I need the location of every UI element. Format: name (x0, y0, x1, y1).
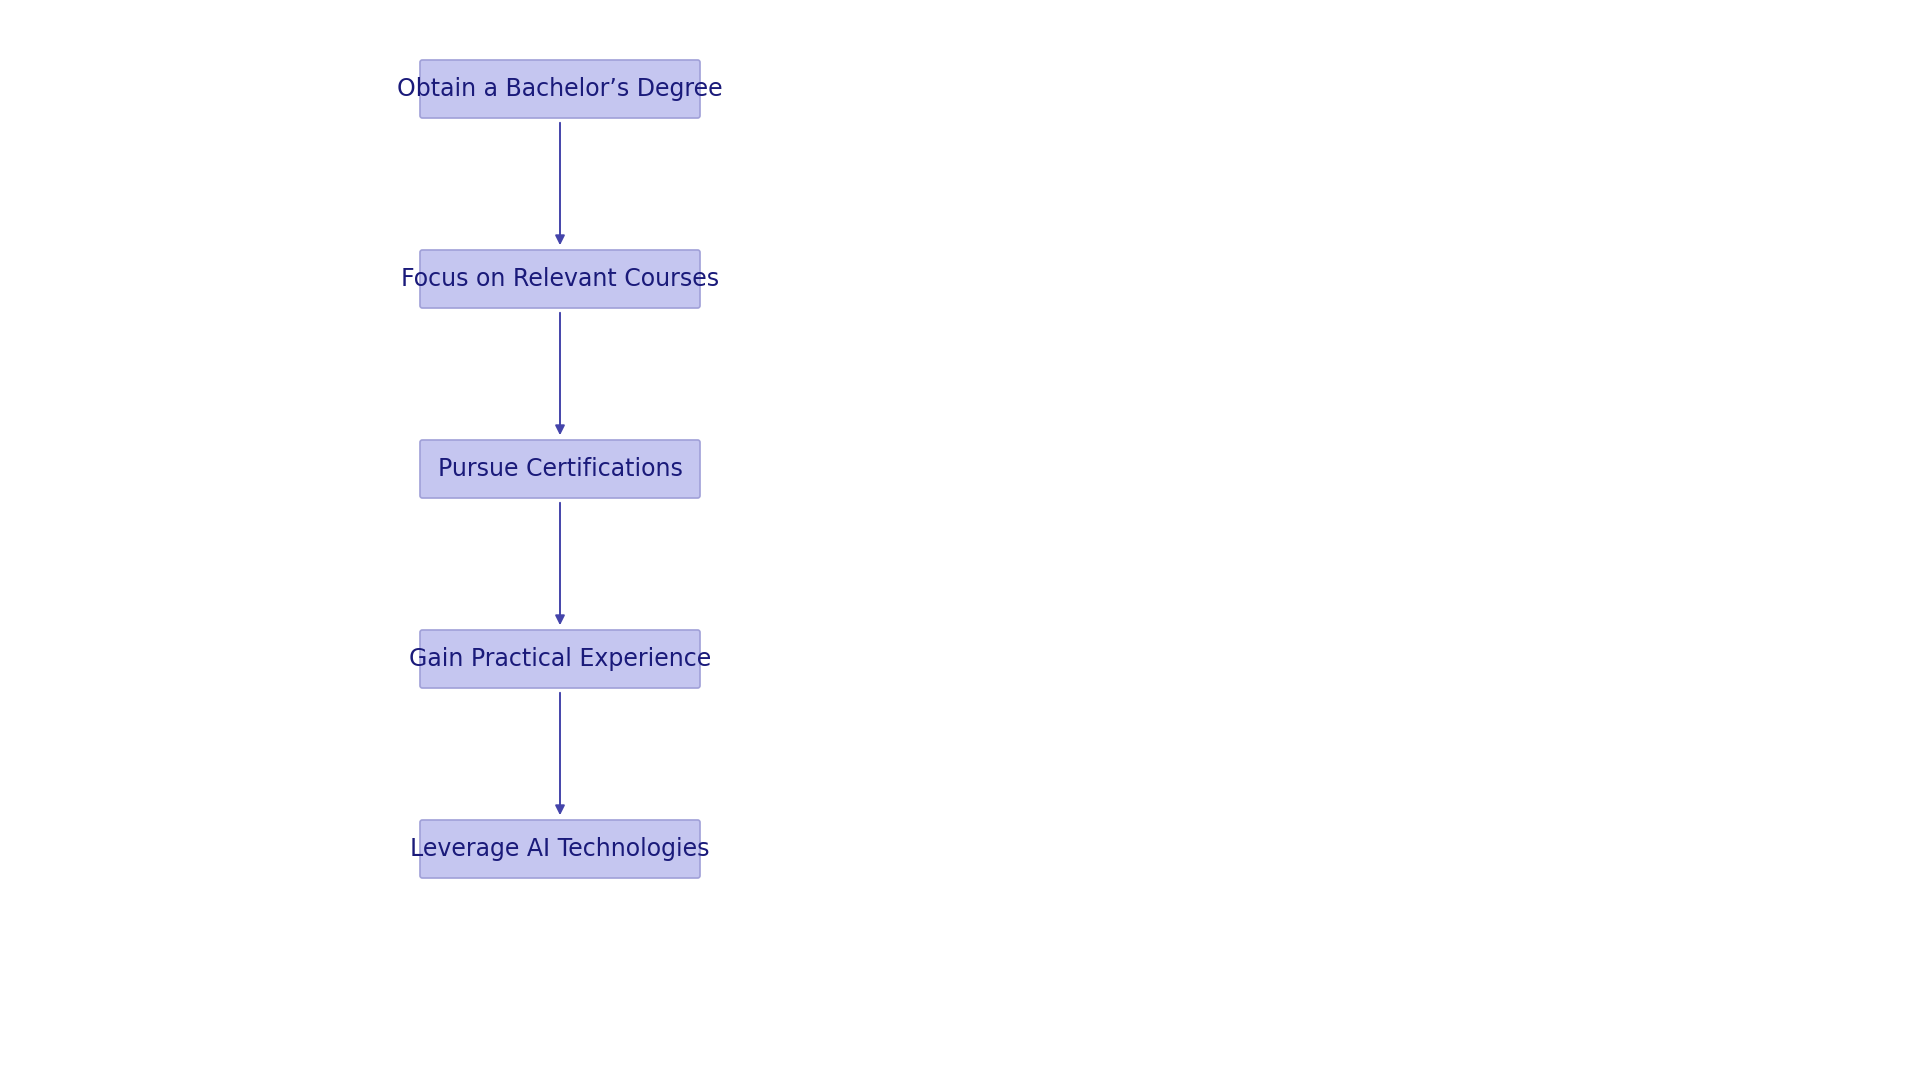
Text: Obtain a Bachelor’s Degree: Obtain a Bachelor’s Degree (397, 77, 722, 101)
FancyBboxPatch shape (420, 250, 701, 308)
Text: Gain Practical Experience: Gain Practical Experience (409, 647, 710, 671)
FancyBboxPatch shape (420, 60, 701, 118)
Text: Pursue Certifications: Pursue Certifications (438, 457, 682, 481)
Text: Focus on Relevant Courses: Focus on Relevant Courses (401, 268, 720, 291)
FancyBboxPatch shape (420, 630, 701, 688)
Text: Leverage AI Technologies: Leverage AI Technologies (411, 837, 710, 861)
FancyBboxPatch shape (420, 820, 701, 878)
FancyBboxPatch shape (420, 440, 701, 498)
